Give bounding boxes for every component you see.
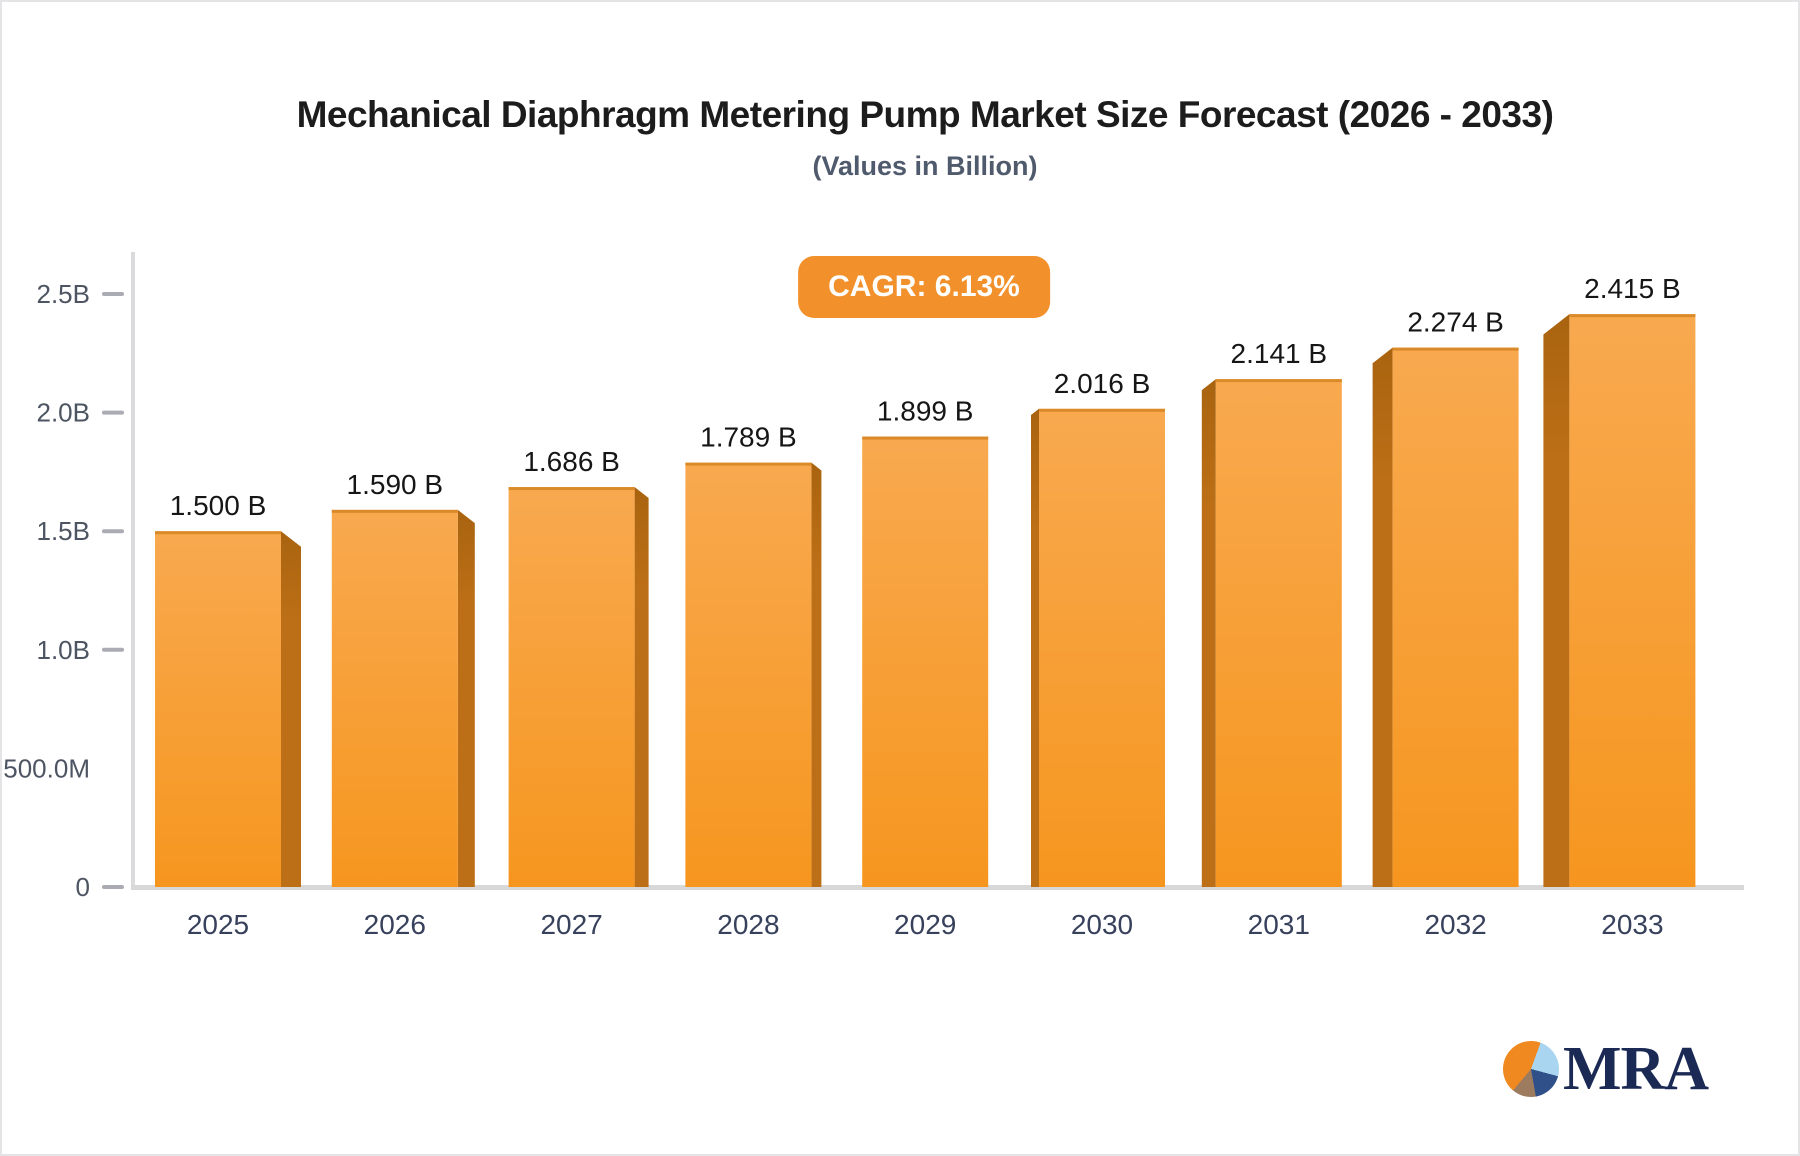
bar-2032[interactable]: 2.274 B <box>1372 307 1519 888</box>
bar-top-edge <box>155 531 281 535</box>
bar-2025[interactable]: 1.500 B <box>155 490 301 887</box>
bar-front-face <box>508 487 635 887</box>
bar-value-label-2032: 2.274 B <box>1407 307 1504 338</box>
bar-top-edge <box>331 509 458 513</box>
bar-value-label-2025: 1.500 B <box>170 490 267 521</box>
x-axis-label-2027: 2027 <box>540 909 602 940</box>
bar-2030[interactable]: 2.016 B <box>1031 368 1165 887</box>
cagr-badge: CAGR: 6.13% <box>798 256 1050 318</box>
bar-front-face <box>331 509 458 887</box>
bar-front-face <box>1569 314 1696 887</box>
x-axis-label-2030: 2030 <box>1071 909 1133 940</box>
y-tick-mark <box>102 292 124 296</box>
pie-chart-logo-icon <box>1503 1041 1559 1097</box>
y-axis-line <box>131 252 135 889</box>
bar-front-face <box>155 531 281 887</box>
chart-header: Mechanical Diaphragm Metering Pump Marke… <box>72 94 1778 182</box>
mra-logo: MRA <box>1503 1035 1709 1103</box>
chart-subtitle: (Values in Billion) <box>812 150 1038 181</box>
chart-title: Mechanical Diaphragm Metering Pump Marke… <box>296 94 1554 135</box>
y-tick-label-1.5B: 1.5B <box>37 516 91 546</box>
bar-value-label-2027: 1.686 B <box>523 446 620 477</box>
bar-2033[interactable]: 2.415 B <box>1543 273 1696 887</box>
bar-side-face <box>457 509 475 887</box>
bar-top-edge <box>1392 347 1519 351</box>
bar-front-face <box>1215 379 1342 887</box>
x-axis-line <box>131 885 1744 890</box>
y-tick-mark <box>102 885 124 889</box>
bar-top-edge <box>1569 314 1696 318</box>
x-axis-label-2025: 2025 <box>187 909 249 940</box>
bar-side-face <box>811 462 822 887</box>
bar-value-label-2030: 2.016 B <box>1054 368 1151 399</box>
x-axis-label-2026: 2026 <box>364 909 426 940</box>
bar-side-face <box>634 487 649 887</box>
y-tick-mark <box>102 529 124 534</box>
bar-2031[interactable]: 2.141 B <box>1201 338 1342 887</box>
bar-value-label-2033: 2.415 B <box>1584 273 1681 304</box>
x-axis-label-2029: 2029 <box>894 909 956 940</box>
y-tick-label-1.0B: 1.0B <box>37 635 91 665</box>
y-tick-label-500.0M: 500.0M <box>3 753 90 783</box>
y-tick-label-0: 0 <box>76 872 90 902</box>
bar-side-face <box>1543 314 1570 887</box>
bar-top-edge <box>508 487 635 491</box>
bar-front-face <box>862 436 989 887</box>
y-tick-mark <box>102 647 124 652</box>
bar-2029[interactable]: 1.899 B <box>862 396 989 887</box>
bar-side-face <box>1201 379 1216 887</box>
x-axis-label-2032: 2032 <box>1424 909 1486 940</box>
bar-value-label-2026: 1.590 B <box>347 469 444 500</box>
bar-top-edge <box>1215 379 1342 383</box>
y-tick-label-2.5B: 2.5B <box>37 279 91 309</box>
bar-value-label-2028: 1.789 B <box>700 422 797 453</box>
bar-value-label-2031: 2.141 B <box>1231 338 1328 369</box>
bar-side-face <box>1031 408 1039 887</box>
bar-front-face <box>1039 408 1165 887</box>
bar-2027[interactable]: 1.686 B <box>508 446 649 887</box>
x-axis-label-2033: 2033 <box>1601 909 1663 940</box>
bar-2026[interactable]: 1.590 B <box>331 469 475 887</box>
bar-2028[interactable]: 1.789 B <box>685 422 822 887</box>
x-axis-label-2028: 2028 <box>717 909 779 940</box>
x-axis-label-2031: 2031 <box>1248 909 1310 940</box>
logo-text: MRA <box>1563 1035 1709 1103</box>
bar-top-edge <box>862 436 989 440</box>
y-tick-mark <box>102 410 124 415</box>
bar-front-face <box>1392 347 1519 888</box>
bar-front-face <box>685 462 812 887</box>
bar-top-edge <box>685 462 812 466</box>
bar-top-edge <box>1039 408 1165 412</box>
bar-side-face <box>1372 347 1393 888</box>
bar-side-face <box>281 531 301 887</box>
bar-value-label-2029: 1.899 B <box>877 396 974 427</box>
y-tick-label-2.0B: 2.0B <box>37 398 91 428</box>
